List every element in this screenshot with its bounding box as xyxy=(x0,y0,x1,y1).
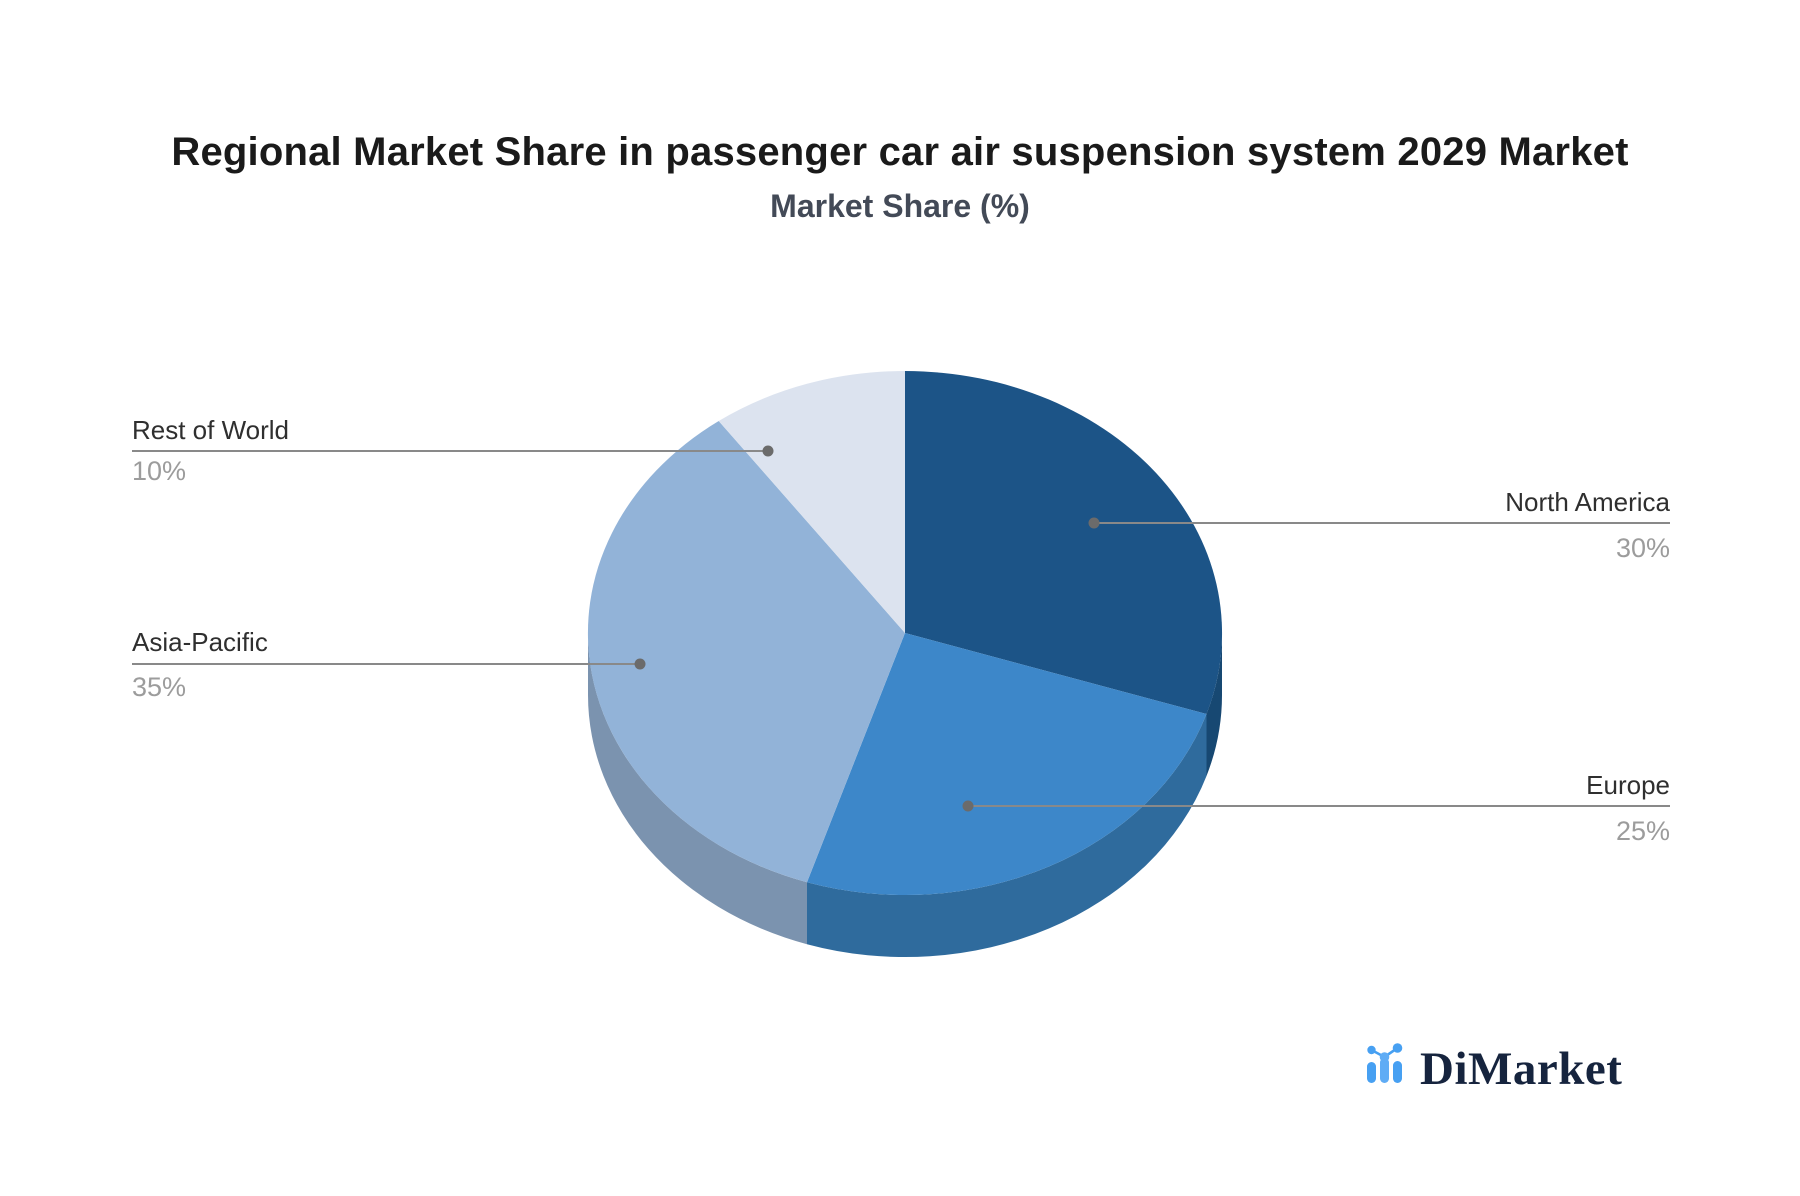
slice-label-north-america: North America xyxy=(1505,487,1670,517)
chart-title: Regional Market Share in passenger car a… xyxy=(171,130,1629,174)
logo-text: DiMarket xyxy=(1420,1043,1623,1095)
leader-dot-europe xyxy=(962,800,974,812)
slice-label-asia-pacific: Asia-Pacific xyxy=(132,627,268,657)
pie-side-north-america xyxy=(1206,633,1222,776)
bar-chart-icon xyxy=(1367,1043,1403,1083)
slice-label-europe: Europe xyxy=(1586,770,1670,800)
slice-value-rest-of-world: 10% xyxy=(132,456,187,486)
leader-dot-rest-of-world xyxy=(762,445,774,457)
pie-slice-rest-of-world xyxy=(718,371,905,633)
pie-side-europe xyxy=(807,714,1207,958)
slice-label-rest-of-world: Rest of World xyxy=(132,415,290,445)
pie-slice-asia-pacific xyxy=(587,421,905,883)
pie-side-asia-pacific xyxy=(587,633,807,945)
slice-value-europe: 25% xyxy=(1615,816,1670,846)
leader-dot-north-america xyxy=(1088,517,1100,529)
slice-value-asia-pacific: 35% xyxy=(132,672,187,702)
slice-value-north-america: 30% xyxy=(1615,533,1670,563)
pie-slice-north-america xyxy=(905,371,1223,714)
leader-lines xyxy=(132,445,1670,812)
pie-slices xyxy=(587,371,1223,958)
chart-subtitle: Market Share (%) xyxy=(770,188,1030,224)
pie-slice-europe xyxy=(807,633,1207,896)
leader-dot-asia-pacific xyxy=(634,658,646,670)
